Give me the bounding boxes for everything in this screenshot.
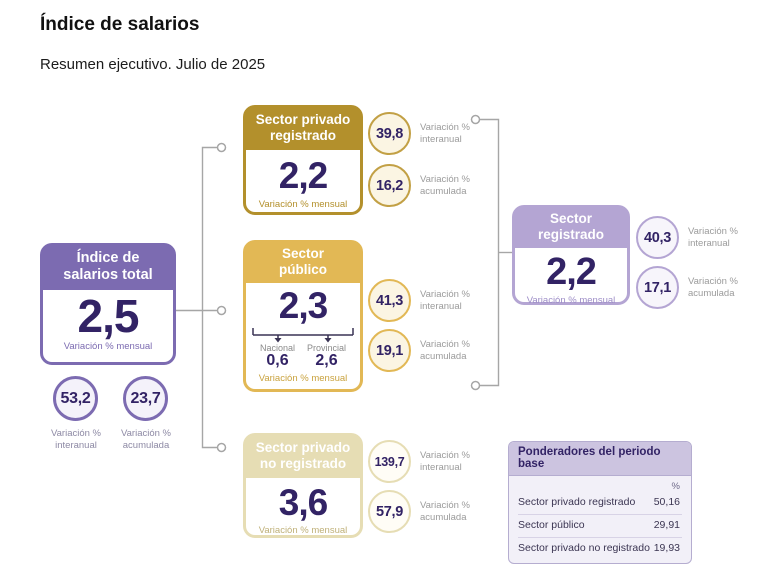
national-split: Nacional 0,6: [260, 343, 295, 370]
card-value: 2,2: [546, 250, 597, 293]
stat-circle-public-interannual: 41,3: [368, 279, 411, 322]
national-value: 0,6: [266, 351, 289, 369]
card-value: 2,3: [278, 284, 328, 326]
page-title: Índice de salarios: [40, 14, 200, 35]
connector-node: [470, 380, 481, 391]
card-value-caption: Variación % mensual: [258, 372, 348, 384]
row-label: Sector privado registrado: [518, 496, 636, 508]
card-title: Sector privado no registrado: [245, 435, 361, 478]
card-value-caption: Variación % mensual: [258, 524, 348, 536]
stat-label: Variación % interanual: [420, 289, 470, 313]
row-value: 29,91: [653, 519, 680, 531]
provincial-split: Provincial 2,6: [307, 343, 346, 370]
row-value: 19,93: [653, 542, 680, 554]
card-public-sector: Sector público 2,3 Nacional 0,6 Provinci…: [243, 240, 363, 392]
table-row: Sector privado no registrado 19,93: [518, 537, 682, 560]
stat-label: Variación % interanual: [51, 428, 101, 452]
connector-node: [216, 305, 227, 316]
card-value: 3,6: [278, 481, 328, 523]
row-label: Sector público: [518, 519, 585, 531]
provincial-value: 2,6: [315, 351, 338, 369]
provincial-label: Provincial: [306, 342, 346, 353]
row-label: Sector privado no registrado: [518, 542, 650, 554]
connector-node: [470, 114, 481, 125]
stat-label: Variación % interanual: [420, 122, 470, 146]
row-value: 50,16: [653, 496, 680, 508]
percent-column-header: %: [671, 481, 680, 492]
stat-circle-total-accumulated: 23,7: [123, 376, 168, 421]
card-title: Sector privado registrado: [245, 107, 361, 150]
right-connector-trunk: [480, 118, 500, 387]
stat-circle-privunreg-interannual: 139,7: [368, 440, 411, 483]
ponderadores-table: Ponderadores del periodo base % Sector p…: [508, 441, 692, 564]
card-total-wage-index: Índice de salarios total 2,5 Variación %…: [40, 243, 176, 365]
card-private-unregistered: Sector privado no registrado 3,6 Variaci…: [243, 433, 363, 538]
stat-label: Variación % acumulada: [420, 174, 470, 198]
ponderadores-title: Ponderadores del periodo base: [509, 442, 691, 476]
table-row: Sector público 29,91: [518, 514, 682, 537]
connector-node: [216, 442, 227, 453]
stat-circle-total-interannual: 53,2: [53, 376, 98, 421]
card-title: Sector registrado: [514, 207, 628, 248]
card-value-caption: Variación % mensual: [63, 341, 153, 353]
stat-label: Variación % interanual: [688, 226, 738, 250]
public-split: Nacional 0,6 Provincial 2,6: [246, 343, 360, 370]
page-subtitle: Resumen ejecutivo. Julio de 2025: [40, 56, 266, 73]
stat-circle-privunreg-accumulated: 57,9: [368, 490, 411, 533]
card-value-caption: Variación % mensual: [258, 198, 348, 210]
ponderadores-body: % Sector privado registrado 50,16 Sector…: [509, 476, 691, 563]
stat-circle-privreg-accumulated: 16,2: [368, 164, 411, 207]
national-label: Nacional: [259, 342, 296, 353]
card-value-caption: Variación % mensual: [526, 294, 616, 306]
connector-node: [216, 142, 227, 153]
stat-circle-privreg-interannual: 39,8: [368, 112, 411, 155]
stat-label: Variación % acumulada: [420, 500, 470, 524]
stat-label: Variación % acumulada: [688, 276, 738, 300]
card-value: 2,5: [77, 290, 140, 343]
stat-circle-registered-interannual: 40,3: [636, 216, 679, 259]
stat-circle-registered-accumulated: 17,1: [636, 266, 679, 309]
stat-label: Variación % acumulada: [420, 339, 470, 363]
left-connector-trunk: [201, 146, 217, 449]
stat-label: Variación % acumulada: [121, 428, 171, 452]
card-value: 2,2: [278, 154, 328, 196]
stat-label: Variación % interanual: [420, 450, 470, 474]
card-title: Sector público: [245, 242, 361, 283]
card-title: Índice de salarios total: [42, 245, 174, 291]
split-bracket: [252, 327, 354, 343]
card-registered-sector: Sector registrado 2,2 Variación % mensua…: [512, 205, 630, 306]
table-row: Sector privado registrado 50,16: [518, 492, 682, 514]
card-private-registered: Sector privado registrado 2,2 Variación …: [243, 105, 363, 215]
stat-circle-public-accumulated: 19,1: [368, 329, 411, 372]
